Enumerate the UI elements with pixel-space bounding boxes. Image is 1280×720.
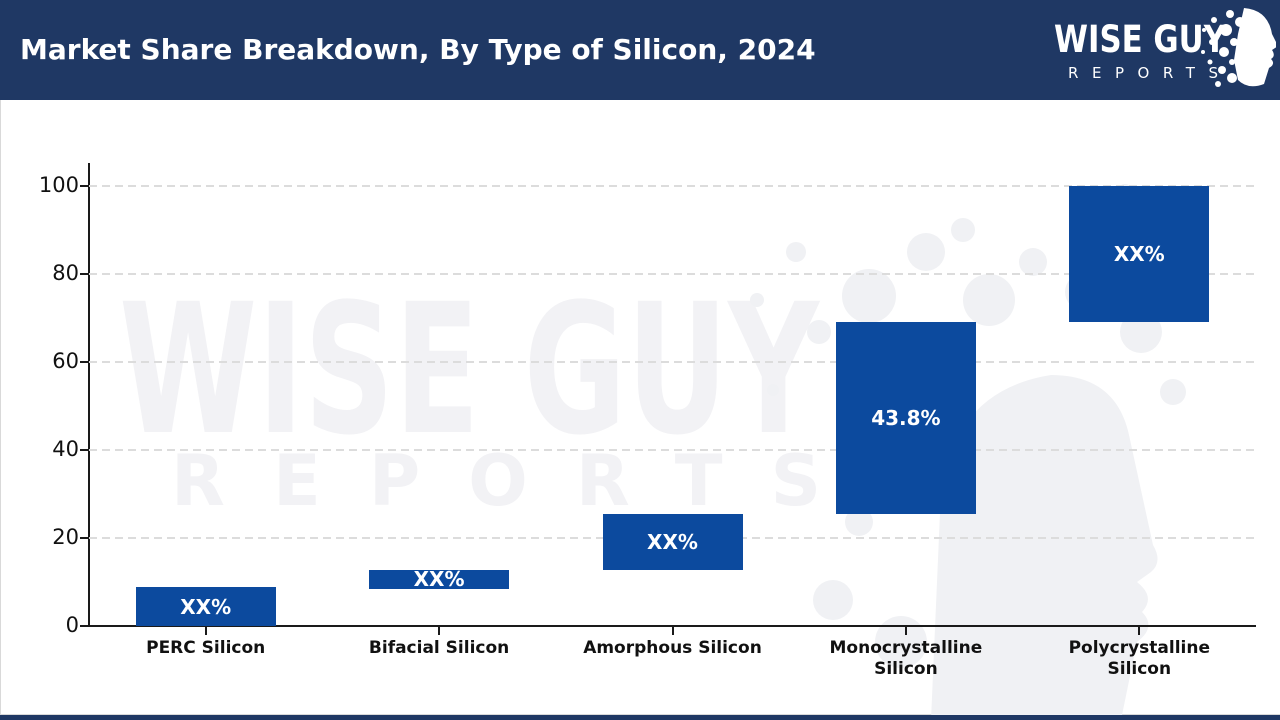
x-tick-mark <box>204 627 207 635</box>
gridline-60 <box>89 361 1256 363</box>
y-tick-label: 100 <box>38 173 79 197</box>
category-label: Polycrystalline Silicon <box>1068 638 1210 680</box>
y-tick-label: 40 <box>52 437 79 461</box>
y-tick-mark <box>80 273 88 275</box>
category-label: Amorphous Silicon <box>583 638 762 658</box>
y-tick-mark <box>80 537 88 539</box>
x-tick-mark <box>671 627 674 635</box>
x-axis-spine <box>80 625 1256 627</box>
logo-line1: WISE GUY <box>1054 18 1227 61</box>
y-tick-label: 0 <box>65 613 79 637</box>
bar-value-label: XX% <box>413 567 465 592</box>
bar-perc-silicon: XX% <box>135 587 276 626</box>
bar-value-label: XX% <box>1113 241 1165 266</box>
gridline-100 <box>89 185 1256 187</box>
x-tick-mark <box>1138 627 1141 635</box>
category-label: Monocrystalline Silicon <box>829 638 983 680</box>
category-label: PERC Silicon <box>146 638 266 658</box>
bottom-accent-bar <box>0 715 1280 720</box>
bar-monocrystalline-silicon: 43.8% <box>835 321 976 515</box>
y-tick-mark <box>80 185 88 187</box>
gridline-80 <box>89 273 1256 275</box>
bar-value-label: XX% <box>647 530 698 555</box>
x-tick-mark <box>438 627 441 635</box>
wiseguy-face-icon <box>1201 8 1276 87</box>
y-tick-label: 60 <box>52 349 79 373</box>
category-label: Bifacial Silicon <box>368 638 510 658</box>
x-tick-mark <box>904 627 907 635</box>
y-tick-mark <box>80 361 88 363</box>
bar-polycrystalline-silicon: XX% <box>1069 186 1210 322</box>
bar-bifacial-silicon: XX% <box>369 567 510 592</box>
y-tick-label: 20 <box>52 525 79 549</box>
logo-line2: REPORTS <box>1068 64 1218 82</box>
y-tick-label: 80 <box>52 261 79 285</box>
bar-value-label: XX% <box>180 594 232 619</box>
bar-amorphous-silicon: XX% <box>602 514 743 571</box>
wiseguy-logo: WISE GUY REPORTS <box>1054 8 1276 87</box>
plot-area: 0 20 40 60 80 100 XX% PERC Silicon XX% Bifacial S… <box>1 100 1280 720</box>
y-axis-spine <box>88 163 90 627</box>
y-tick-mark <box>80 449 88 451</box>
bar-value-label: 43.8% <box>871 405 941 430</box>
chart-figure: WISE GUY REPORTS 0 20 40 60 80 100 <box>0 100 1280 720</box>
logo-text: WISE GUY REPORTS <box>1054 18 1227 82</box>
gridline-40 <box>89 449 1256 451</box>
y-tick-mark <box>80 625 88 627</box>
header-bar: Market Share Breakdown, By Type of Silic… <box>0 0 1280 100</box>
page-title: Market Share Breakdown, By Type of Silic… <box>20 33 816 66</box>
